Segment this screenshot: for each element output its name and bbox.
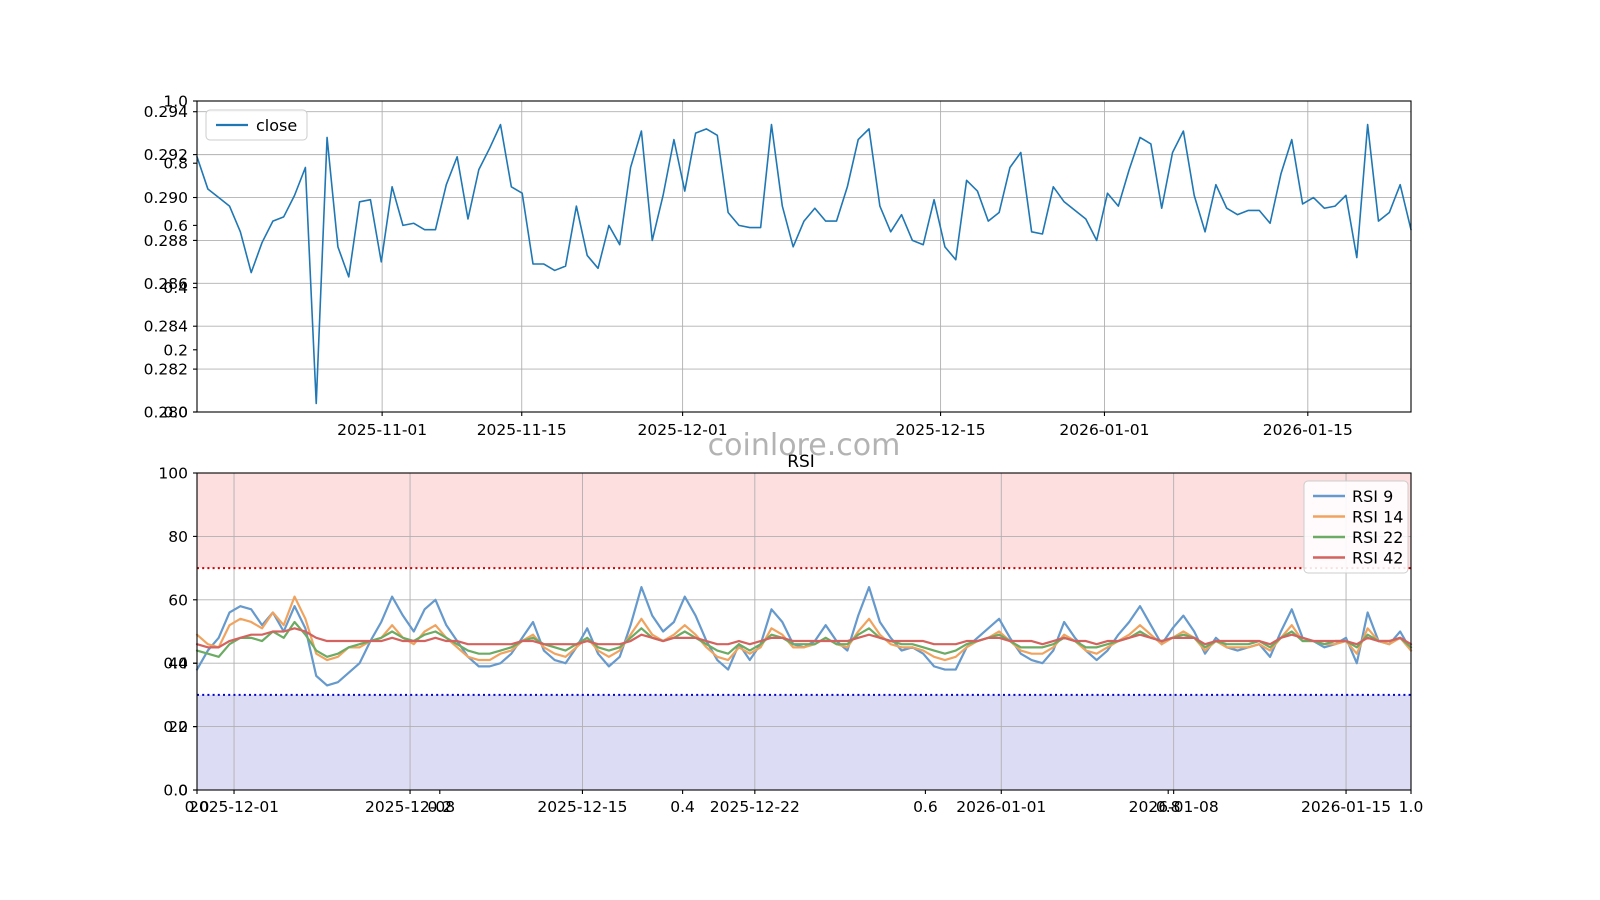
rsi-ytick-label: 20 [168,718,188,736]
rsi-xtick-label: 2026-01-08 [1129,798,1219,816]
price-xtick-label: 2025-11-15 [477,421,567,439]
price-legend-box [205,109,308,141]
price-panel-border [196,100,1412,413]
price-ytick-label: 0.294 [144,103,188,121]
rsi-ytick-label-secondary: 0.0 [163,782,188,800]
price-plot-background [197,101,1411,412]
price-ytick-label: 0.280 [144,404,188,422]
rsi-series-line-rsi-14 [195,595,1413,662]
legend-label-rsi-9: RSI 9 [1352,487,1393,506]
price-ytick-label-secondary: 0.0 [163,404,188,422]
rsi-series-line-rsi-22 [195,620,1413,658]
price-panel: 0.280 0.282 0.284 0.286 0.288 0.290 0.292 0.294… [144,93,1412,439]
rsi-xtick-label-secondary: 0.6 [913,798,938,816]
rsi-panel: 0 20 40 60 80 100 0.0 0.2 0.4 2025-12-01 2025-12-0… [158,465,1423,817]
rsi-panel-border [196,472,1412,791]
legend-label-rsi-22: RSI 22 [1352,528,1403,547]
price-legend[interactable]: close [205,109,308,141]
price-ytick-label: 0.288 [144,232,188,250]
rsi-xtick-label: 2025-12-22 [710,798,800,816]
legend-label-close: close [256,116,297,135]
rsi-ytick-label: 80 [168,528,188,546]
price-ytick-label: 0.292 [144,146,188,164]
price-ytick-label: 0.286 [144,275,188,293]
rsi-legend-box [1303,480,1409,574]
rsi-band-overbought [197,473,1411,569]
price-ytick-label: 0.284 [144,318,188,336]
rsi-ytick-label: 0 [178,782,188,800]
rsi-ytick-label: 60 [168,591,188,609]
price-ytick-label-secondary: 0.6 [163,217,188,235]
rsi-ytick-label: 40 [168,655,188,673]
rsi-xtick-label: 2025-12-08 [365,798,455,816]
price-ytick-label-secondary: 0.2 [163,341,188,359]
price-xtick-label: 2026-01-15 [1263,421,1353,439]
legend-label-rsi-14: RSI 14 [1352,508,1403,527]
close-series-line [196,123,1412,405]
rsi-ytick-label-secondary: 0.2 [163,718,188,736]
price-ytick-label-secondary: 1.0 [163,93,188,111]
rsi-xtick-label: 2026-01-15 [1301,798,1391,816]
rsi-ytick-label-secondary: 0.4 [163,655,188,673]
rsi-panel-title: RSI [787,452,815,472]
price-xtick-label: 2026-01-01 [1059,421,1149,439]
price-xtick-label: 2025-12-01 [638,421,728,439]
price-ytick-label-secondary: 0.8 [163,155,188,173]
watermark-coinlore: coinlore.com [708,428,901,463]
legend-label-rsi-42: RSI 42 [1352,549,1403,568]
price-ytick-label: 0.282 [144,361,188,379]
rsi-xtick-label: 2026-01-01 [956,798,1046,816]
rsi-xtick-label-secondary: 0.0 [185,798,210,816]
rsi-xtick-label: 2025-12-15 [537,798,627,816]
price-ytick-label-secondary: 0.4 [163,279,188,297]
rsi-xtick-label-secondary: 0.2 [427,798,452,816]
rsi-xtick-label: 2025-12-01 [189,798,279,816]
rsi-ytick-label: 100 [158,465,188,483]
rsi-xtick-label-secondary: 0.4 [670,798,695,816]
price-xtick-label: 2025-11-01 [337,421,427,439]
price-xtick-label: 2025-12-15 [896,421,986,439]
rsi-series-line-rsi-42 [195,627,1413,649]
price-ytick-label: 0.290 [144,189,188,207]
rsi-xtick-label-secondary: 0.8 [1156,798,1181,816]
rsi-xtick-label-secondary: 1.0 [1399,798,1424,816]
rsi-band-oversold [197,694,1411,790]
